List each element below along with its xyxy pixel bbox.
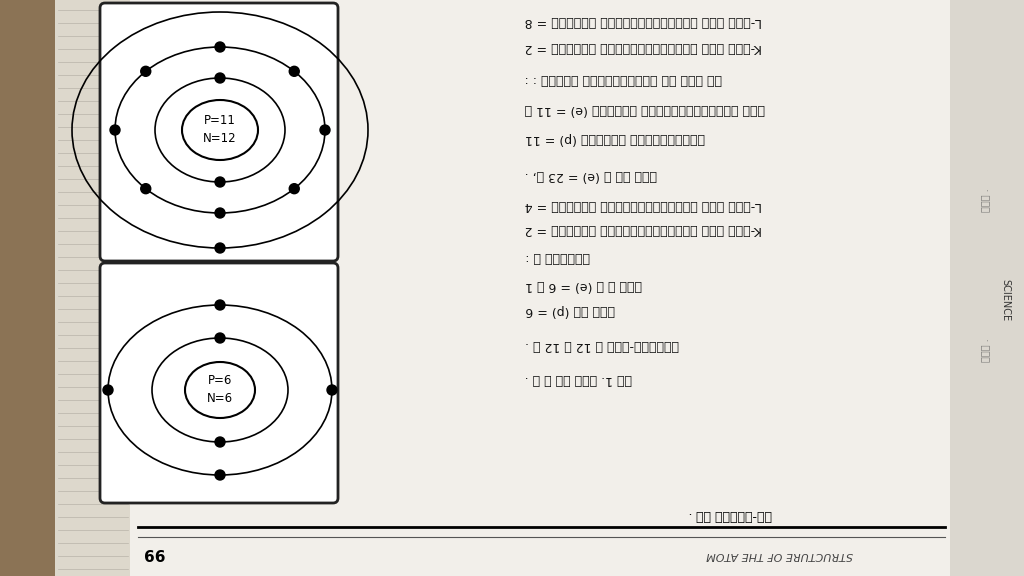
Text: L-શેલ માં ઇલેક્ટ્રૉનોની સંખ્યા = 4: L-શેલ માં ઇલેક્ટ્રૉનોની સંખ્યા = 4 (525, 199, 762, 211)
Text: પ્ 1. તતવ ના ઇ ન .: પ્ 1. તતવ ના ઇ ન . (525, 373, 633, 386)
Text: P=6: P=6 (208, 374, 232, 388)
Circle shape (289, 66, 299, 76)
Text: ઇસ તતવ ની ઇલેક્ટ્રૉન ગોઠવણ : :: ઇસ તતવ ની ઇલેક્ટ્રૉન ગોઠવણ : : (525, 74, 723, 86)
Circle shape (215, 437, 225, 447)
Bar (0, 0, 55, 576)
Text: K-શેલ માં ઇલેક્ટ્રૉનોની સંખ્યા = 2: K-શેલ માં ઇલેક્ટ્રૉનોની સંખ્યા = 2 (525, 41, 763, 55)
Circle shape (215, 300, 225, 310)
Text: P=11: P=11 (204, 115, 236, 127)
Bar (55, 0, 130, 576)
Circle shape (110, 125, 120, 135)
Text: તતવ ની (p) = 6: તતવ ની (p) = 6 (525, 304, 614, 316)
Text: કુલ ઇ સ (e) = 6 છ 1: કુલ ઇ સ (e) = 6 છ 1 (525, 279, 642, 291)
Text: L-શેલ માં ઇલેક્ટ્રૉનોની સંખ્યા = 8: L-શેલ માં ઇલેક્ટ્રૉનોની સંખ્યા = 8 (525, 16, 763, 28)
Circle shape (215, 177, 225, 187)
Text: STRUCTURE OF THE ATOM: STRUCTURE OF THE ATOM (707, 550, 853, 560)
Circle shape (215, 42, 225, 52)
Circle shape (319, 125, 330, 135)
Circle shape (103, 385, 113, 395)
Circle shape (327, 385, 337, 395)
Text: પ્રશ્ન-અભ્ સ 12 છ 12 ન .: પ્રશ્ન-અભ્ સ 12 છ 12 ન . (525, 339, 679, 351)
Circle shape (289, 184, 299, 194)
FancyBboxPatch shape (100, 3, 338, 261)
Text: N=6: N=6 (207, 392, 233, 406)
Bar (130, 0, 1024, 576)
Text: તતવ .: તતવ . (980, 338, 990, 362)
Text: તતવ ની ઇ (e) = 23 છ, .: તતવ ની ઇ (e) = 23 છ, . (525, 169, 657, 181)
Text: પ્રોટૉનોની સંખ્યા (p) = 11: પ્રોટૉનોની સંખ્યા (p) = 11 (525, 131, 705, 145)
Circle shape (140, 184, 151, 194)
Ellipse shape (185, 362, 255, 418)
Text: કુલ ઇલેક્ટ્રૉનોની સંખ્યા (e) = 11 છ: કુલ ઇલેક્ટ્રૉનોની સંખ્યા (e) = 11 છ (525, 104, 765, 116)
Text: SCIENCE: SCIENCE (1000, 279, 1010, 321)
Text: 66: 66 (144, 551, 166, 566)
Text: તતવ .: તતવ . (980, 188, 990, 212)
Text: ઉપ-મહાદ્ ની .: ઉપ-મહાદ્ ની . (688, 510, 772, 522)
Circle shape (140, 66, 151, 76)
Text: બહારના ઇ :: બહારના ઇ : (525, 252, 590, 264)
Text: K-શેલ માં ઇલેક્ટ્રૉનોની સંખ્યા = 2: K-શેલ માં ઇલેક્ટ્રૉનોની સંખ્યા = 2 (525, 223, 763, 237)
Circle shape (215, 73, 225, 83)
Circle shape (215, 243, 225, 253)
Text: N=12: N=12 (203, 132, 237, 146)
Circle shape (215, 208, 225, 218)
FancyBboxPatch shape (100, 263, 338, 503)
Ellipse shape (182, 100, 258, 160)
Circle shape (215, 470, 225, 480)
Circle shape (215, 333, 225, 343)
Bar (950, 0, 1024, 576)
